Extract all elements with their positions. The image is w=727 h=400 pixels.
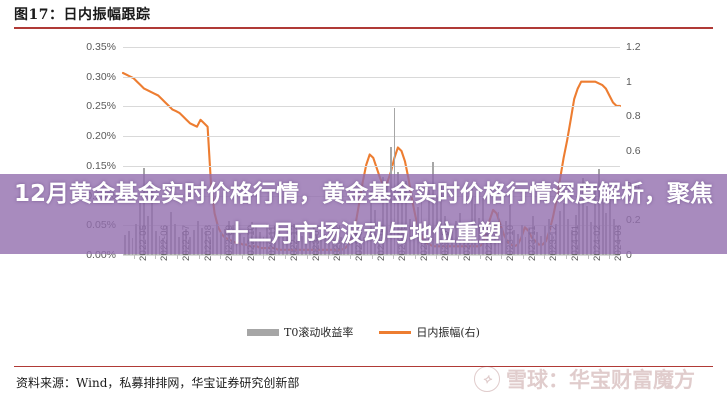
watermark-label: 雪球：华宝财富魔方 <box>506 368 695 392</box>
title-divider <box>14 27 713 29</box>
x-axis-tick <box>198 255 200 259</box>
x-axis-tick <box>349 255 351 259</box>
x-axis-tick <box>393 255 395 259</box>
legend-line-label: 日内振幅(右) <box>416 326 480 339</box>
gridline <box>123 165 620 167</box>
y-axis-left-tick-label: 0.25% <box>86 100 116 113</box>
x-axis-tick <box>285 255 287 259</box>
promo-overlay-banner: 12月黄金基金实时价格行情，黄金基金实时价格行情深度解析，聚焦十二月市场波动与地… <box>0 174 727 254</box>
chart-legend: T0滚动收益率 日内振幅(右) <box>0 322 727 342</box>
x-axis-tick <box>220 255 222 259</box>
y-axis-right-tick-label: 1.2 <box>626 41 641 53</box>
gridline <box>123 136 620 138</box>
x-axis-tick <box>133 255 135 259</box>
x-axis-tick <box>263 255 265 259</box>
gridline <box>123 47 620 48</box>
x-axis-tick <box>565 255 567 259</box>
x-axis-tick <box>479 255 481 259</box>
y-axis-right-tick-label: 0 <box>626 249 632 261</box>
x-axis-tick <box>177 255 179 259</box>
source-note: 资料来源：Wind，私募排排网，华宝证券研究创新部 <box>16 376 300 390</box>
x-axis-tick <box>501 255 503 259</box>
footer-divider <box>14 366 713 368</box>
legend-item-bar[interactable]: T0滚动收益率 <box>247 324 353 340</box>
promo-overlay-text: 12月黄金基金实时价格行情，黄金基金实时价格行情深度解析，聚焦十二月市场波动与地… <box>13 181 713 247</box>
x-axis-tick <box>522 255 524 259</box>
x-axis-tick <box>306 255 308 259</box>
legend-bar-label: T0滚动收益率 <box>284 326 354 339</box>
y-axis-left-tick-label: 0.20% <box>86 130 116 143</box>
legend-bar-swatch-icon <box>247 328 280 336</box>
x-axis-tick <box>328 255 330 259</box>
x-axis-tick <box>414 255 416 259</box>
x-axis-tick <box>436 255 438 259</box>
legend-item-line[interactable]: 日内振幅(右) <box>379 324 480 340</box>
y-axis-right-tick-label: 0.8 <box>626 110 641 123</box>
y-axis-right-tick-label: 1 <box>626 75 632 88</box>
y-axis-left-tick-label: 0.30% <box>86 70 116 83</box>
y-axis-left-tick-label: 0.15% <box>86 159 116 172</box>
snowball-logo-icon: ⟡ <box>474 366 500 392</box>
legend-line-swatch-icon <box>379 330 412 334</box>
gridline <box>123 76 620 78</box>
gridline <box>123 106 620 108</box>
y-axis-right-tick-label: 0.6 <box>626 145 641 157</box>
x-axis-tick <box>587 255 589 259</box>
x-axis-tick <box>609 255 611 259</box>
y-axis-left-tick-label: 0.35% <box>86 41 116 53</box>
x-axis-tick <box>544 255 546 259</box>
watermark: ⟡ 雪球：华宝财富魔方 <box>474 364 695 394</box>
x-axis-tick <box>457 255 459 259</box>
y-axis-left-tick-label: 0.00% <box>86 249 116 261</box>
x-axis-tick <box>155 255 157 259</box>
x-axis-tick <box>241 255 243 259</box>
page-title: 图17：日内振幅跟踪 <box>14 7 151 23</box>
x-axis-tick <box>371 255 373 259</box>
